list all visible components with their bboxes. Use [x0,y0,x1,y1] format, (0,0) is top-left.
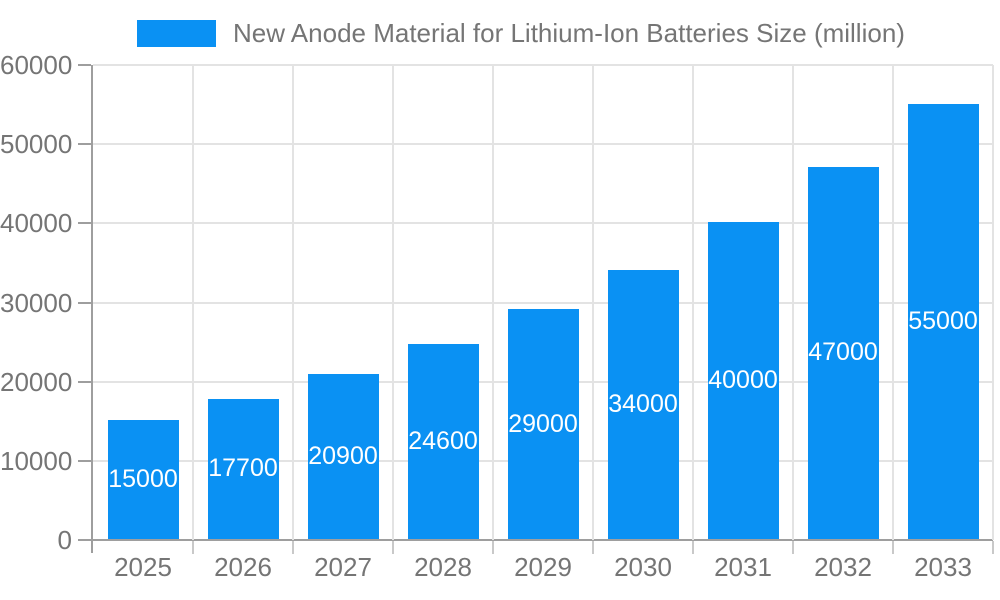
x-gridline [292,65,294,540]
bar-value-label: 47000 [808,338,878,367]
bar: 47000 [807,166,879,539]
y-gridline [93,301,993,304]
bar-value-label: 34000 [608,389,678,418]
y-tick-label: 40000 [0,208,73,239]
x-axis-tick [392,541,394,554]
x-axis-tick [492,541,494,554]
y-axis-tick [78,301,91,304]
legend: New Anode Material for Lithium-Ion Batte… [137,18,905,49]
x-tick-label: 2026 [214,552,272,582]
bar-value-label: 17700 [208,454,278,483]
y-axis-tick [78,143,91,146]
y-gridline [93,143,993,146]
x-tick-label: 2033 [914,552,972,582]
x-gridline [592,65,594,540]
x-tick-label: 2032 [814,552,872,582]
bar-value-label: 15000 [108,465,178,494]
x-gridline [392,65,394,540]
y-axis-line [91,65,93,553]
x-gridline [692,65,694,540]
y-tick-label: 10000 [0,445,73,476]
bar-value-label: 20900 [308,441,378,470]
x-tick-label: 2030 [614,552,672,582]
bar: 24600 [407,344,479,539]
y-tick-label: 30000 [0,287,73,318]
x-tick-label: 2028 [414,552,472,582]
x-tick-label: 2025 [114,552,172,582]
x-tick-label: 2029 [514,552,572,582]
y-axis-tick [78,64,91,66]
plot-area: 0 10000 20000 30000 40000 50000 60000 2025 15000… [0,51,994,582]
bar: 40000 [707,222,779,539]
x-axis-tick [592,541,594,554]
chart-title: New Anode Material for Lithium-Ion Batte… [233,18,905,48]
x-axis-tick [792,541,794,554]
y-tick-label: 20000 [0,366,73,397]
y-axis-tick [78,380,91,383]
x-gridline [192,65,194,540]
y-gridline [93,64,993,66]
x-tick-label: 2027 [314,552,372,582]
y-tick-label: 0 [57,525,72,555]
x-axis-tick [192,541,194,554]
x-axis-tick [892,541,894,554]
legend-swatch [137,20,216,47]
bar: 17700 [207,398,279,539]
x-gridline [792,65,794,540]
x-tick-label: 2031 [714,552,772,582]
y-tick-label: 50000 [0,129,73,160]
x-gridline [892,65,894,540]
bar: 55000 [907,103,979,539]
x-axis-tick [992,541,994,554]
x-axis-tick [292,541,294,554]
y-gridline [93,222,993,225]
bar-value-label: 24600 [408,427,478,456]
y-tick-label: 60000 [0,50,73,80]
bar-value-label: 29000 [508,409,578,438]
y-axis-tick [78,459,91,462]
bar: 29000 [507,309,579,539]
bar-value-label: 40000 [708,366,778,395]
y-axis-tick [78,222,91,225]
plot-right-border [992,65,994,540]
bar: 20900 [307,373,379,539]
bar-value-label: 55000 [908,306,978,335]
y-axis-tick [78,539,91,541]
bar: 15000 [107,420,179,539]
x-axis-tick [692,541,694,554]
bar: 34000 [607,269,679,539]
x-axis-line [91,539,993,541]
x-gridline [492,65,494,540]
